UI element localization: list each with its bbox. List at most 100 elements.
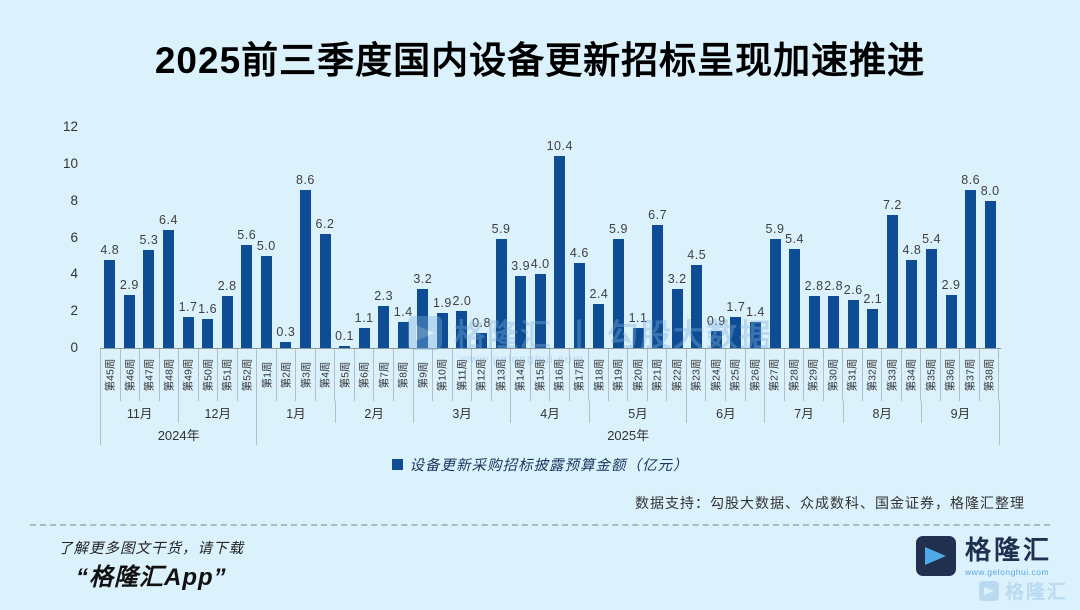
page-title: 2025前三季度国内设备更新招标呈现加速推进 <box>154 40 926 81</box>
bar <box>671 289 683 348</box>
week-axis-cell: 第32周 <box>863 349 883 401</box>
bar-value-label: 5.9 <box>609 222 628 237</box>
bar-value-label: 4.8 <box>902 242 922 257</box>
chart-legend: 设备更新采购招标披露预算金额（亿元） <box>0 454 1080 475</box>
bar-value-label: 2.8 <box>217 279 237 294</box>
bar <box>965 189 977 348</box>
bar <box>769 239 781 348</box>
week-axis-cell: 第19周 <box>609 349 629 401</box>
month-axis-label: 8月 <box>844 401 922 423</box>
bar <box>280 342 292 348</box>
week-axis-cell: 第46周 <box>121 349 141 401</box>
bar-value-label: 5.9 <box>765 222 785 237</box>
bar-value-label: 10.4 <box>546 139 573 154</box>
week-axis-label: 第25周 <box>729 358 742 392</box>
week-axis-label: 第12周 <box>475 358 488 392</box>
bar <box>808 296 820 348</box>
week-axis-label: 第37周 <box>964 358 977 392</box>
bar <box>378 305 390 348</box>
bar-value-label: 1.9 <box>432 296 452 310</box>
corner-watermark-text: 格隆汇 <box>1004 582 1068 603</box>
week-axis-cell: 第33周 <box>882 349 902 401</box>
week-axis-label: 第10周 <box>436 358 449 392</box>
week-axis-cell: 第52周 <box>238 349 258 401</box>
bar-value-label: 0.1 <box>335 329 354 344</box>
week-axis-label: 第38周 <box>983 358 996 392</box>
week-axis-label: 第17周 <box>573 358 586 392</box>
week-axis-label: 第5周 <box>339 361 352 389</box>
corner-watermark: 格隆汇 <box>978 577 1068 604</box>
bar <box>828 296 840 348</box>
week-axis-label: 第8周 <box>397 361 410 389</box>
week-axis-cell: 第24周 <box>706 349 726 401</box>
week-axis-label: 第16周 <box>553 358 566 392</box>
bar <box>554 156 566 348</box>
bar-value-label: 5.0 <box>256 238 276 253</box>
bar-value-label: 6.4 <box>159 213 178 228</box>
week-axis-label: 第6周 <box>358 361 371 389</box>
bar <box>867 309 879 348</box>
bar-value-label: 6.7 <box>648 207 668 222</box>
month-axis-label: 9月 <box>922 401 1000 423</box>
week-axis-label: 第18周 <box>593 358 606 392</box>
week-axis-label: 第27周 <box>768 358 781 392</box>
week-axis-cell: 第20周 <box>628 349 648 401</box>
week-axis-cell: 第16周 <box>550 349 570 401</box>
week-axis-label: 第33周 <box>886 358 899 392</box>
bar-value-label: 5.4 <box>922 231 941 246</box>
week-axis-cell: 第36周 <box>941 349 961 401</box>
week-axis-label: 第22周 <box>671 358 684 392</box>
week-axis-cell: 第3周 <box>296 349 316 401</box>
week-axis-label: 第7周 <box>378 361 391 389</box>
bar <box>221 296 233 348</box>
week-axis-label: 第34周 <box>905 358 918 392</box>
bar-value-label: 1.4 <box>393 305 413 320</box>
bar-value-label: 1.7 <box>726 299 746 314</box>
week-axis-cell: 第11周 <box>453 349 473 401</box>
gelonghui-logo-icon <box>915 536 956 576</box>
bar-value-label: 1.1 <box>354 310 374 325</box>
year-axis-label: 2025年 <box>257 423 1000 445</box>
month-axis-label: 7月 <box>765 401 844 423</box>
week-axis-label: 第29周 <box>807 358 820 392</box>
week-axis-cell: 第13周 <box>492 349 512 401</box>
week-axis-label: 第20周 <box>632 358 645 392</box>
bar-value-label: 2.0 <box>452 294 472 309</box>
week-axis-cell: 第2周 <box>277 349 297 401</box>
week-axis-cell: 第37周 <box>960 349 980 401</box>
legend-label: 设备更新采购招标披露预算金额（亿元） <box>409 458 689 474</box>
bar <box>730 316 742 348</box>
week-axis-label: 第4周 <box>319 361 332 389</box>
bar <box>886 215 898 348</box>
bar-value-label: 2.9 <box>119 277 139 292</box>
bar-value-label: 1.7 <box>178 299 198 314</box>
week-axis-label: 第19周 <box>612 358 625 392</box>
week-axis-label: 第24周 <box>710 358 723 392</box>
bar-value-label: 0.3 <box>276 325 296 340</box>
bar <box>789 248 801 348</box>
week-axis-cell: 第5周 <box>335 349 355 401</box>
week-axis-cell: 第8周 <box>394 349 414 401</box>
week-axis-label: 第31周 <box>846 358 859 392</box>
bar <box>202 318 214 348</box>
week-axis-label: 第9周 <box>417 361 430 389</box>
bar <box>926 248 938 348</box>
bar-value-label: 4.0 <box>530 257 550 272</box>
week-axis-cell: 第1周 <box>257 349 277 401</box>
month-axis-label: 11月 <box>101 401 180 423</box>
week-axis-label: 第47周 <box>143 358 156 392</box>
brand-logo: 格隆汇 www.gelonghui.com <box>915 536 1052 577</box>
week-axis-cell: 第29周 <box>804 349 824 401</box>
week-axis-cell: 第49周 <box>179 349 199 401</box>
week-axis-cell: 第9周 <box>414 349 434 401</box>
week-axis-label: 第13周 <box>495 358 508 392</box>
week-axis-cell: 第7周 <box>374 349 394 401</box>
bar-value-label: 2.6 <box>843 283 863 298</box>
week-axis-label: 第3周 <box>300 361 313 389</box>
bar-value-label: 4.8 <box>100 242 120 257</box>
bar <box>123 294 135 348</box>
week-axis-label: 第35周 <box>925 358 938 392</box>
bar <box>456 311 468 348</box>
bar <box>162 230 174 348</box>
bar-value-label: 2.8 <box>804 279 824 294</box>
